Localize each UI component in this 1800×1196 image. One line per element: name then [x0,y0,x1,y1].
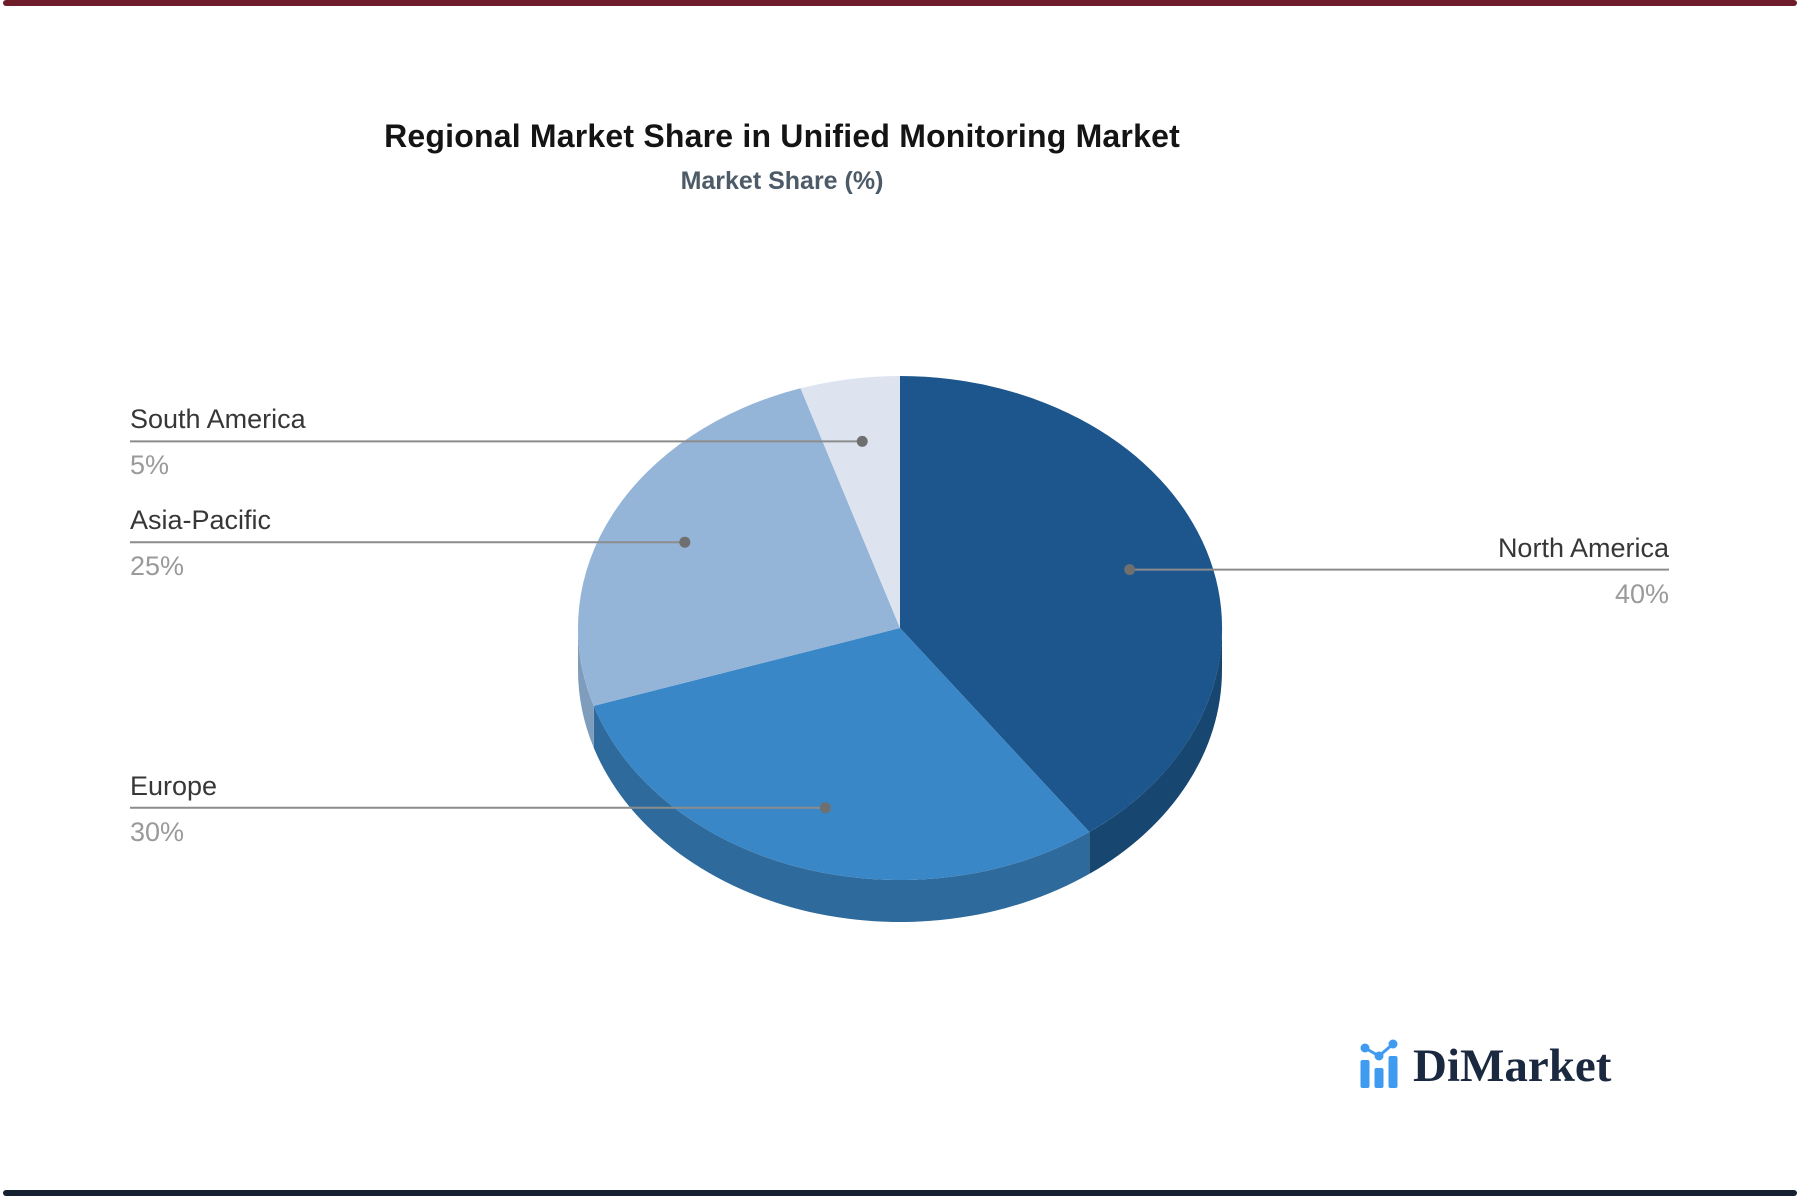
pie-slice-side-north-america [1089,628,1222,874]
dimarket-logo: DiMarket [1360,1038,1612,1092]
slice-label-asia-pacific: Asia-Pacific [130,505,272,536]
slice-value-south-america: 5% [130,450,170,481]
slice-value-north-america: 40% [1614,578,1669,609]
pie-slice-south-america[interactable] [800,375,901,628]
pie-slice-europe[interactable] [593,628,1090,881]
chart-subtitle: Market Share (%) [680,167,884,195]
leader-dot-asia-pacific [679,536,691,548]
pie-slice-side-asia-pacific [578,628,594,748]
slice-label-europe: Europe [130,770,218,801]
top-accent-rule [3,0,1797,6]
bottom-accent-rule [3,1190,1797,1196]
slice-label-north-america: North America [1497,532,1669,563]
leader-dot-europe [819,802,831,814]
leader-dot-south-america [856,435,868,447]
pie-slice-side-europe [593,705,1090,923]
pie-slice-north-america[interactable] [900,376,1223,832]
dimarket-logo-text: DiMarket [1413,1040,1612,1092]
slice-label-south-america: South America [130,404,306,435]
slice-value-europe: 30% [130,816,185,847]
dimarket-logo-icon [1360,1039,1398,1088]
leader-dot-north-america [1124,564,1136,576]
slice-value-asia-pacific: 25% [130,551,185,582]
pie-slice-asia-pacific[interactable] [578,388,900,706]
chart-title: Regional Market Share in Unified Monitor… [384,118,1180,154]
